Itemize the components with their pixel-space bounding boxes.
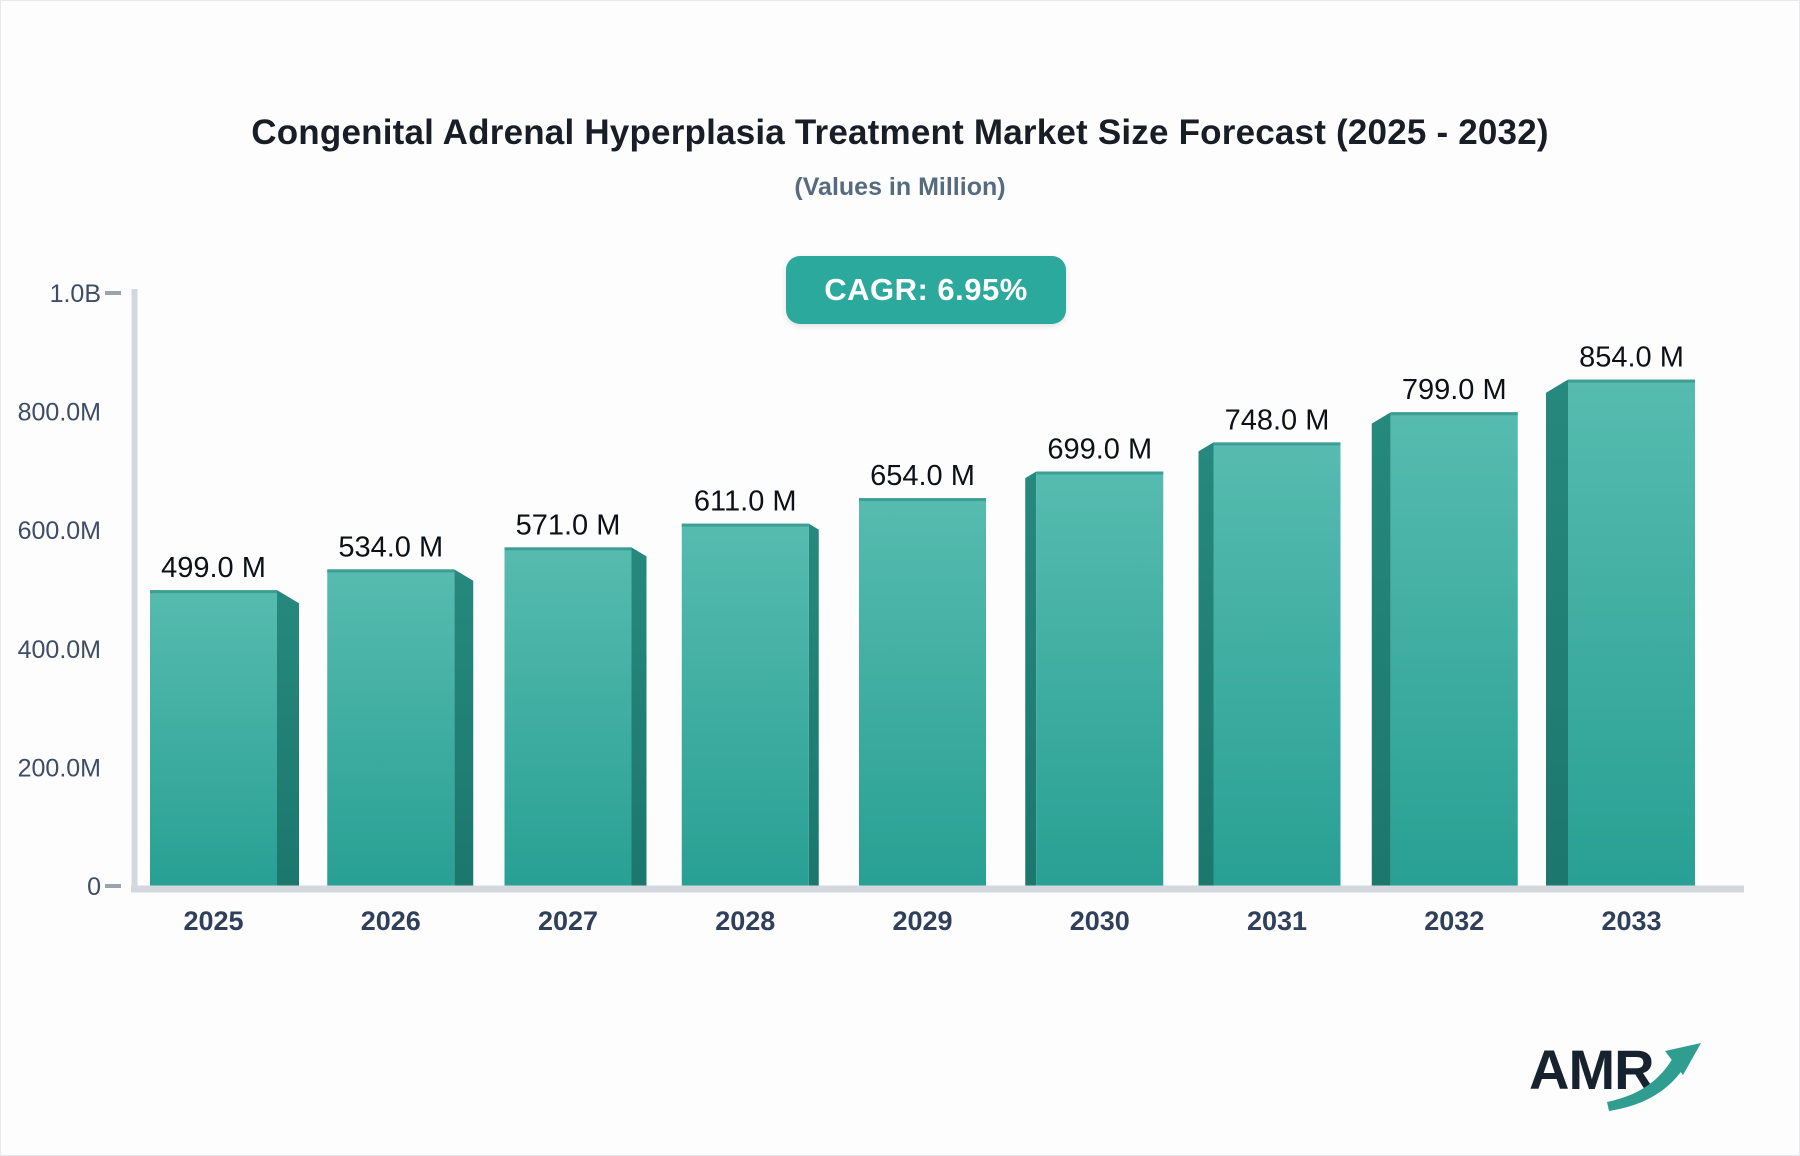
- bar-main-face[interactable]: [150, 590, 277, 886]
- page-subtitle: (Values in Million): [794, 173, 1006, 201]
- bar-main-face[interactable]: [1213, 442, 1341, 886]
- x-tick-label: 2027: [538, 906, 598, 936]
- bar-2029[interactable]: 654.0 M: [859, 460, 986, 886]
- bar-2030[interactable]: 699.0 M: [1025, 433, 1164, 886]
- bar-2028[interactable]: 611.0 M: [681, 486, 819, 886]
- x-tick-label: 2028: [715, 906, 775, 936]
- bar-value-label: 534.0 M: [338, 531, 443, 563]
- amr-logo: AMR: [1529, 1029, 1729, 1129]
- bar-value-label: 699.0 M: [1047, 433, 1152, 465]
- bar-main-face[interactable]: [681, 523, 809, 886]
- bar-value-label: 499.0 M: [161, 552, 266, 584]
- bar-side-face: [808, 523, 819, 886]
- bar-value-label: 854.0 M: [1579, 342, 1684, 374]
- bar-side-face: [1198, 442, 1214, 886]
- bars-group: 499.0 M 534.0 M 571.0 M 611.0 M 654.0 M 699.0…: [150, 342, 1695, 886]
- y-tick-label: 800.0M: [18, 399, 101, 427]
- x-tick-label: 2025: [183, 906, 243, 936]
- bar-value-label: 654.0 M: [870, 460, 975, 492]
- bar-2027[interactable]: 571.0 M: [504, 509, 647, 886]
- y-tick-label: 200.0M: [18, 754, 101, 782]
- x-tick-label: 2031: [1247, 906, 1307, 936]
- growth-arrow-icon: [1607, 1043, 1701, 1111]
- bar-side-face: [277, 590, 299, 886]
- bar-main-face[interactable]: [504, 547, 632, 886]
- x-tick-label: 2033: [1601, 906, 1661, 936]
- bar-main-face[interactable]: [859, 498, 986, 886]
- bar-main-face[interactable]: [1036, 471, 1164, 886]
- bar-value-label: 748.0 M: [1225, 404, 1330, 436]
- bar-side-face: [1025, 471, 1037, 886]
- bar-side-face: [1371, 412, 1391, 886]
- bar-2025[interactable]: 499.0 M: [150, 552, 299, 886]
- x-tick-label: 2032: [1424, 906, 1484, 936]
- x-tick-label: 2030: [1070, 906, 1130, 936]
- bar-side-face: [454, 569, 474, 886]
- bar-2026[interactable]: 534.0 M: [327, 531, 474, 886]
- page-title: Congenital Adrenal Hyperplasia Treatment…: [251, 113, 1549, 152]
- y-tick-label: 600.0M: [18, 517, 101, 545]
- bar-2031[interactable]: 748.0 M: [1198, 404, 1341, 886]
- bar-main-face[interactable]: [1568, 379, 1695, 886]
- bar-main-face[interactable]: [327, 569, 455, 886]
- bar-side-face: [1546, 379, 1568, 886]
- bar-2032[interactable]: 799.0 M: [1371, 374, 1518, 886]
- bar-value-label: 799.0 M: [1402, 374, 1507, 406]
- y-tick-label: 1.0B: [50, 280, 101, 308]
- cagr-badge: CAGR: 6.95%: [786, 256, 1066, 324]
- bar-value-label: 611.0 M: [694, 486, 797, 518]
- bar-2033[interactable]: 854.0 M: [1546, 342, 1695, 886]
- bar-main-face[interactable]: [1390, 412, 1518, 886]
- bar-side-face: [631, 547, 647, 886]
- axis-labels-group: 2025 2026 2027 2028 2029 2030 2031 2032 2033 0 200…: [18, 280, 1662, 936]
- bar-value-label: 571.0 M: [516, 509, 621, 541]
- cagr-badge-label: CAGR: 6.95%: [824, 272, 1028, 307]
- x-tick-label: 2026: [361, 906, 421, 936]
- x-tick-label: 2029: [892, 906, 952, 936]
- amr-logo-text: AMR: [1529, 1038, 1655, 1101]
- y-tick-label: 400.0M: [18, 636, 101, 664]
- y-tick-label: 0: [87, 873, 101, 901]
